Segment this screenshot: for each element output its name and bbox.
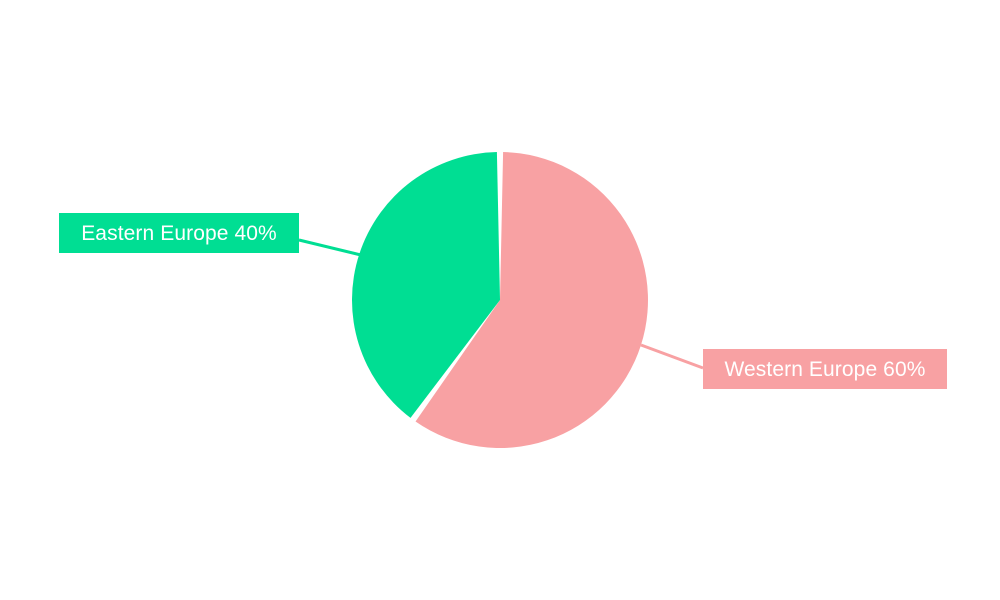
pie-slice-eastern-europe[interactable] (351, 152, 500, 418)
pie-slice-label-western-europe[interactable]: Western Europe 60% (703, 349, 947, 389)
leader-lines-group (298, 238, 704, 370)
leader-line-eastern-europe (298, 238, 366, 258)
pie-slices-group (351, 152, 648, 448)
pie-slice-label-text-western-europe: Western Europe 60% (724, 357, 926, 381)
pie-slice-label-eastern-europe[interactable]: Eastern Europe 40% (59, 213, 299, 253)
leader-line-western-europe (640, 343, 704, 370)
pie-slice-label-text-eastern-europe: Eastern Europe 40% (81, 221, 277, 245)
pie-slice-western-europe[interactable] (415, 152, 648, 448)
